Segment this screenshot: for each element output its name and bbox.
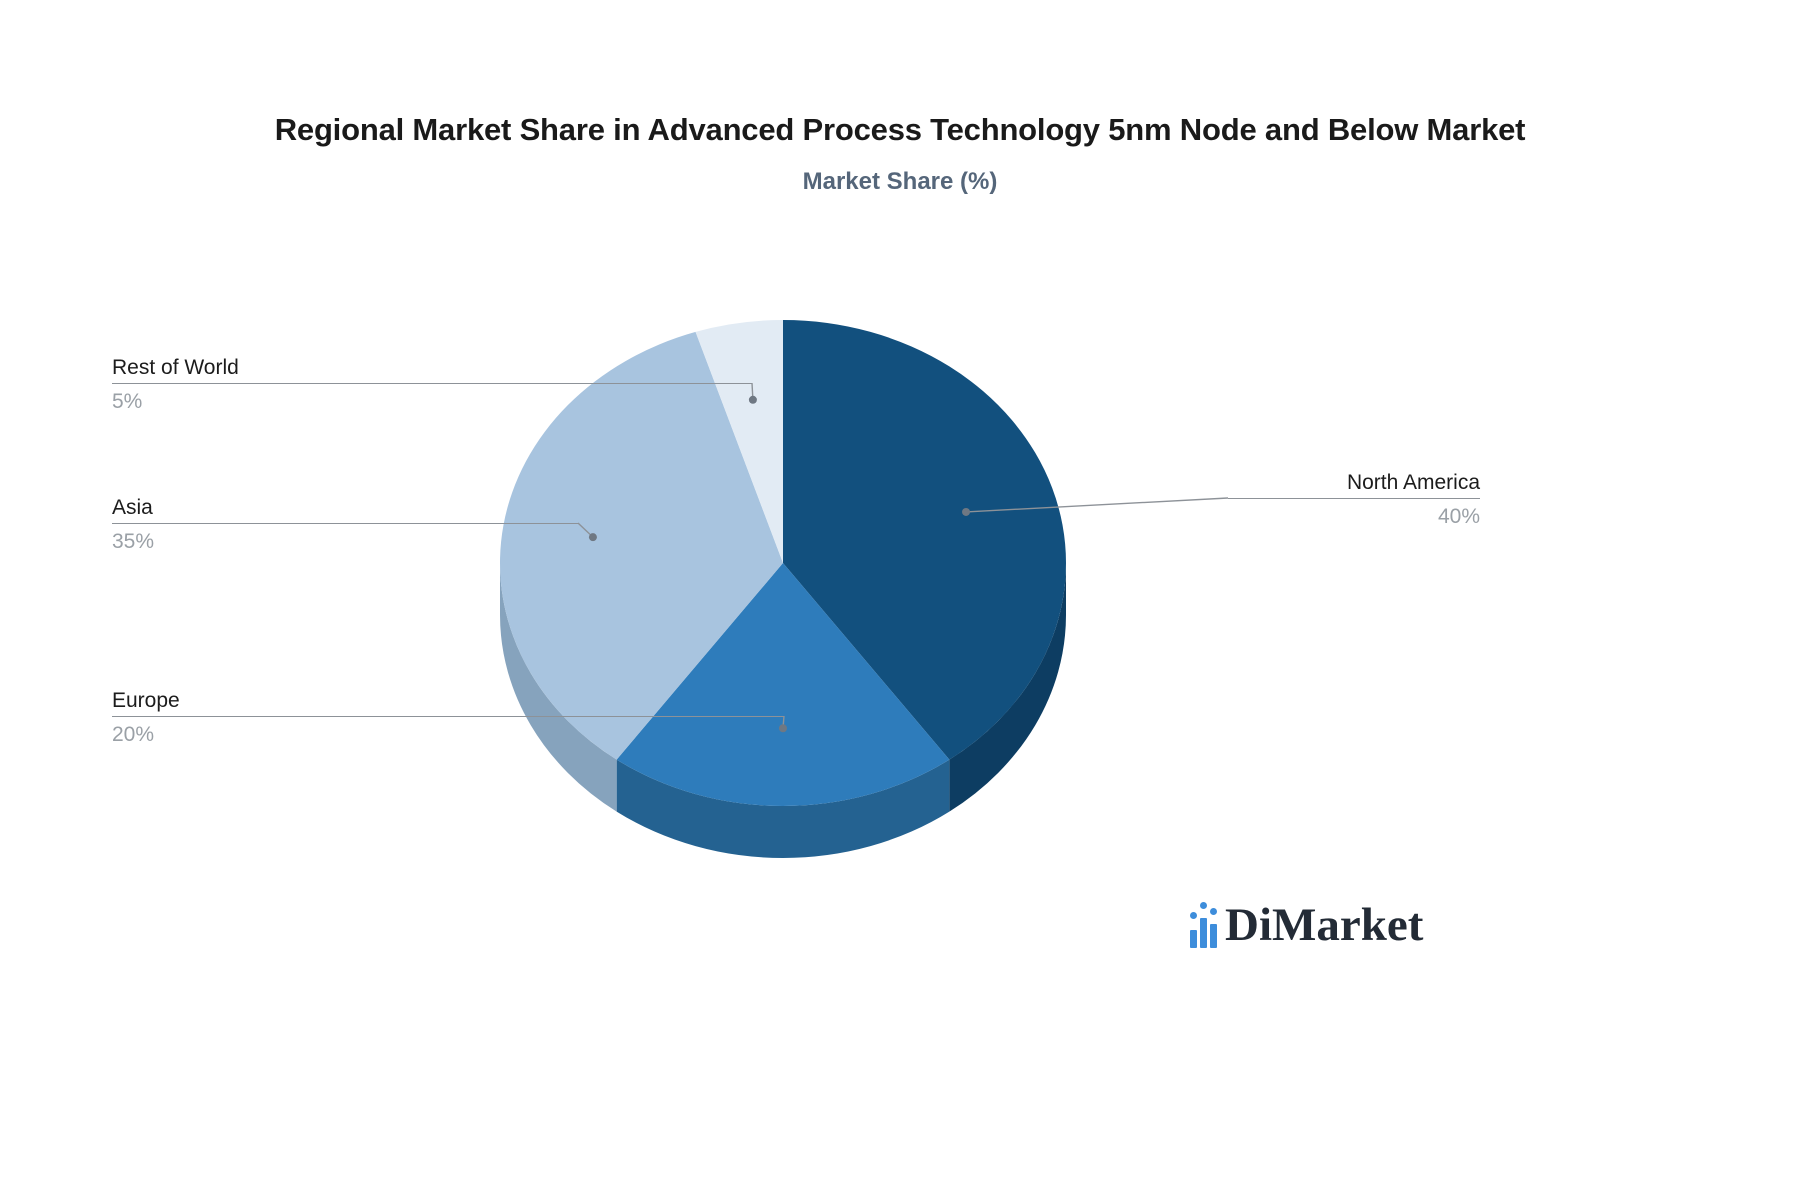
pie-slice-rest-of-world[interactable]: [695, 320, 783, 563]
pie-slice-north-america[interactable]: [783, 320, 1066, 760]
pie-label-rule: [112, 716, 784, 717]
leader-lines: [577, 382, 1229, 733]
pie-label-north-america: North America 40%: [1228, 470, 1480, 532]
pie-slices: [500, 320, 1066, 806]
page-title: Regional Market Share in Advanced Proces…: [274, 112, 1526, 147]
pie-label-name: North America: [1346, 471, 1480, 494]
dimarket-logo: DiMarket: [1190, 899, 1424, 951]
pie-label-rule: [112, 383, 752, 384]
pie-label-rule: [1228, 498, 1480, 499]
pie-slice-asia[interactable]: [500, 331, 783, 760]
pie-label-name: Asia: [112, 496, 153, 519]
leader-dot: [748, 395, 757, 404]
leader-line: [965, 497, 1229, 513]
pie-slice-europe[interactable]: [616, 563, 950, 806]
pie-label-name: Europe: [112, 689, 180, 712]
pie-label-value: 5%: [112, 390, 143, 413]
pie-label-name: Rest of World: [112, 356, 239, 379]
pie-label-europe: Europe 20%: [112, 688, 784, 750]
pie-depth: [500, 563, 1066, 859]
bar-chart-icon: [1190, 902, 1217, 948]
leader-dot: [962, 507, 971, 516]
logo-text: DiMarket: [1225, 899, 1424, 951]
leader-dot: [779, 724, 787, 733]
leader-dot: [588, 533, 597, 542]
pie-label-rest-of-world: Rest of World 5%: [112, 355, 752, 417]
pie-label-asia: Asia 35%: [112, 495, 578, 557]
pie-label-value: 40%: [1437, 505, 1480, 528]
pie-label-value: 35%: [112, 530, 155, 553]
pie-label-value: 20%: [112, 723, 155, 746]
pie-label-rule: [112, 523, 578, 524]
chart-subtitle: Market Share (%): [802, 168, 998, 195]
